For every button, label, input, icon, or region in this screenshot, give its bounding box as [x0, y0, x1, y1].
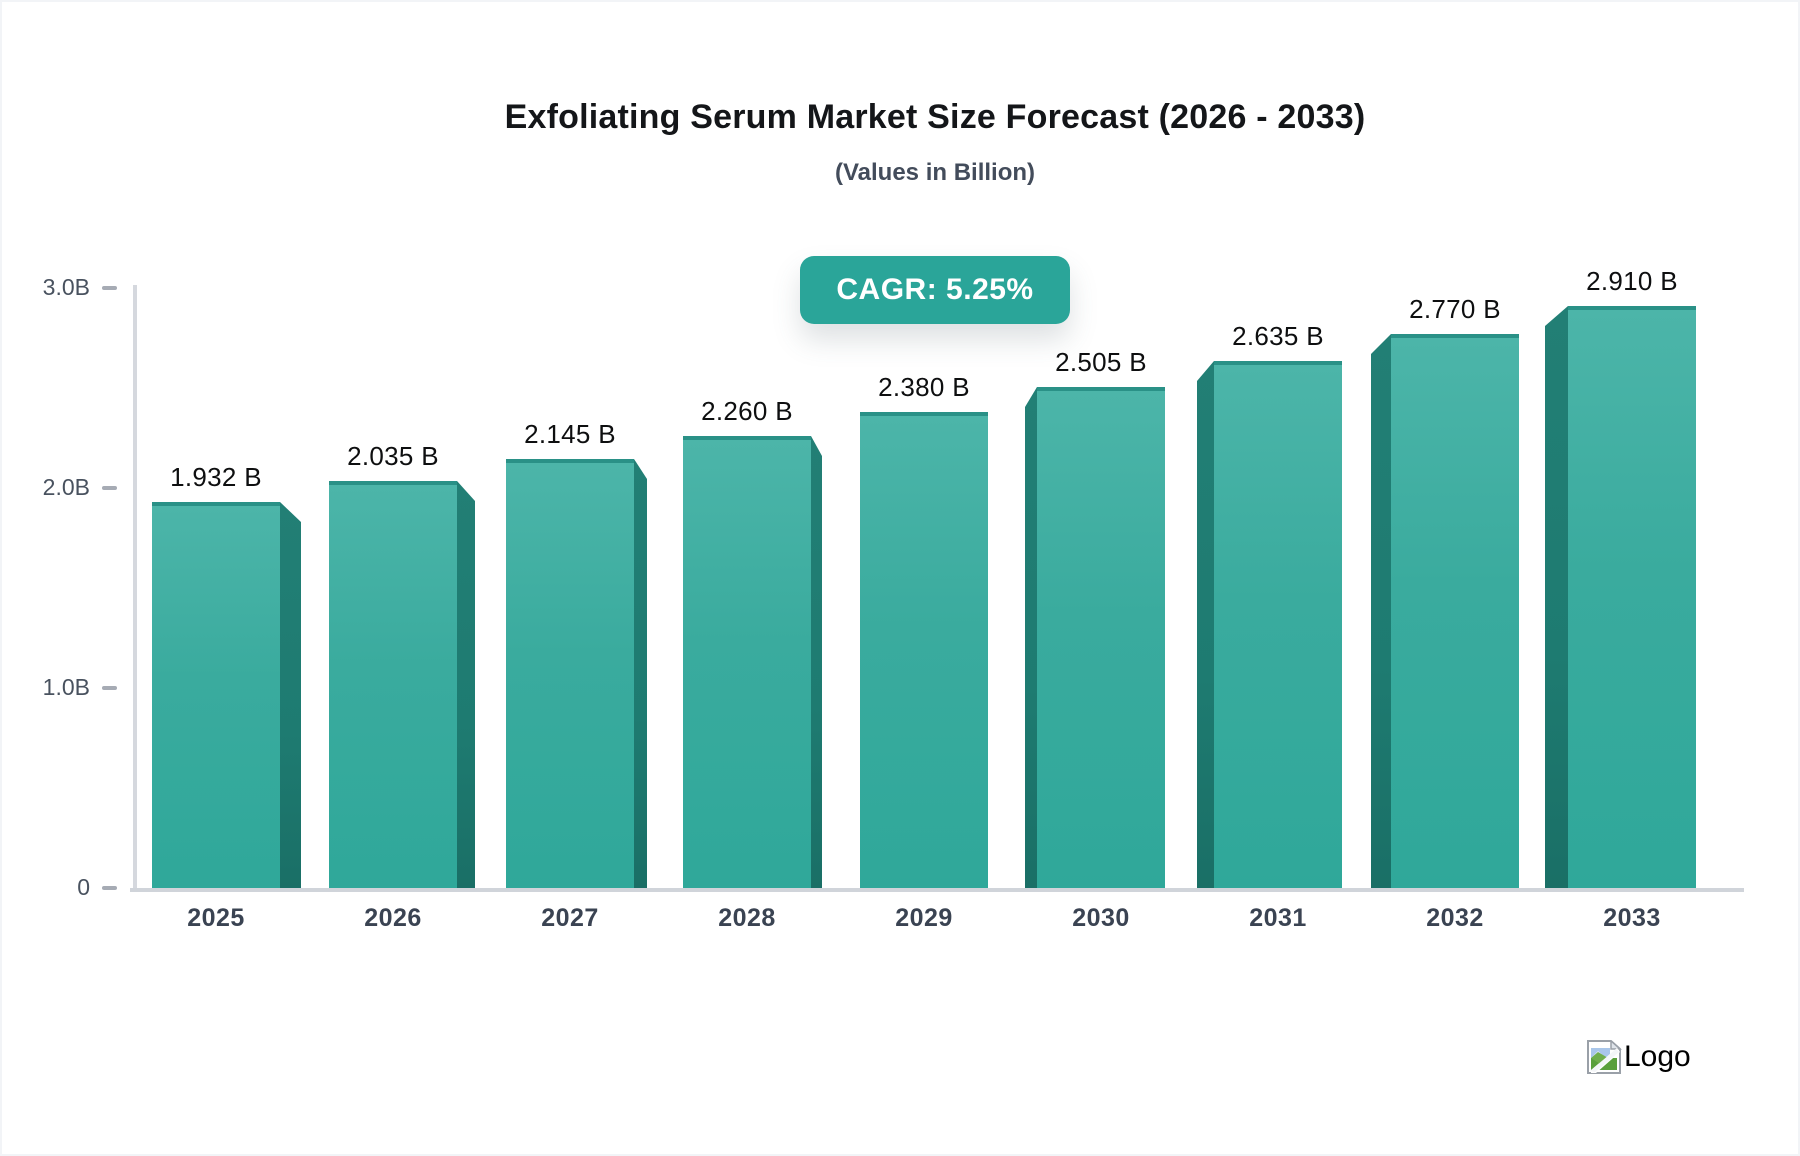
- x-axis-label: 2027: [541, 904, 599, 932]
- bar-face: [1568, 306, 1696, 888]
- bar-2030: [1025, 387, 1165, 888]
- x-axis-line: [130, 888, 1744, 892]
- bar-face: [152, 502, 280, 888]
- bar-value-label: 2.770 B: [1409, 294, 1501, 324]
- y-tick-label: 3.0B: [42, 274, 90, 300]
- bar-2028: [683, 436, 822, 888]
- bar-side: [457, 481, 475, 888]
- bar-2027: [506, 459, 647, 888]
- broken-image-icon: [1587, 1040, 1622, 1074]
- bar-side: [1371, 334, 1391, 888]
- bar-value-label: 2.380 B: [878, 372, 970, 402]
- y-tick: [102, 486, 117, 490]
- bar-side: [634, 459, 647, 888]
- bar-2029: [860, 412, 988, 888]
- bar-side: [280, 502, 301, 888]
- bar-side: [811, 436, 822, 888]
- bar-value-label: 2.505 B: [1055, 347, 1147, 377]
- y-tick-label: 2.0B: [42, 474, 90, 500]
- bar-side: [1197, 361, 1214, 888]
- bar-side: [1545, 306, 1568, 888]
- y-tick-label: 1.0B: [42, 674, 90, 700]
- bar-2031: [1197, 361, 1342, 888]
- x-axis-label: 2026: [364, 904, 422, 932]
- bar-2033: [1545, 306, 1696, 888]
- bar-face: [1391, 334, 1519, 888]
- logo-alt-text: Logo: [1624, 1040, 1691, 1073]
- x-axis-label: 2025: [187, 904, 245, 932]
- bar-value-label: 2.260 B: [701, 396, 793, 426]
- x-axis-label: 2032: [1426, 904, 1484, 932]
- bar-face: [1214, 361, 1342, 888]
- bar-value-label: 2.910 B: [1586, 266, 1678, 296]
- bar-value-label: 2.145 B: [524, 419, 616, 449]
- logo: Logo: [1586, 1040, 1691, 1074]
- bar-face: [329, 481, 457, 888]
- y-tick-label: 0: [77, 874, 90, 900]
- bar-face: [506, 459, 634, 888]
- x-axis-label: 2031: [1249, 904, 1307, 932]
- bar-face: [860, 412, 988, 888]
- x-axis-label: 2030: [1072, 904, 1130, 932]
- y-axis-line: [133, 285, 137, 892]
- x-axis-label: 2029: [895, 904, 953, 932]
- bar-2026: [329, 481, 475, 888]
- bar-side: [1025, 387, 1037, 888]
- chart-title: Exfoliating Serum Market Size Forecast (…: [504, 98, 1366, 136]
- x-axis-label: 2028: [718, 904, 776, 932]
- y-tick: [102, 286, 117, 290]
- bar-face: [1037, 387, 1165, 888]
- y-tick: [102, 886, 117, 890]
- chart-subtitle: (Values in Billion): [834, 159, 1036, 186]
- bar-2032: [1371, 334, 1519, 888]
- bar-face: [683, 436, 811, 888]
- bar-2025: [152, 502, 301, 888]
- bar-value-label: 2.635 B: [1232, 321, 1324, 351]
- bar-value-label: 1.932 B: [170, 462, 262, 492]
- bar-value-label: 2.035 B: [347, 441, 439, 471]
- x-axis-label: 2033: [1603, 904, 1661, 932]
- cagr-badge: CAGR: 5.25%: [800, 256, 1070, 324]
- y-tick: [102, 686, 117, 690]
